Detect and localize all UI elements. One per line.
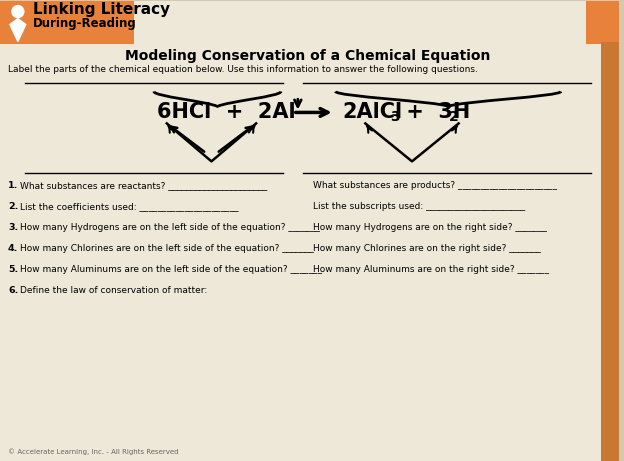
Text: 3.: 3. — [8, 223, 18, 232]
Text: Linking Literacy: Linking Literacy — [33, 2, 170, 17]
Text: Label the parts of the chemical equation below. Use this information to answer t: Label the parts of the chemical equation… — [8, 65, 478, 74]
Text: 1.: 1. — [8, 181, 18, 190]
Text: What substances are products? ______________________: What substances are products? __________… — [313, 181, 557, 190]
Text: Define the law of conservation of matter:: Define the law of conservation of matter… — [20, 286, 207, 295]
Text: How many Aluminums are on the left side of the equation? _______: How many Aluminums are on the left side … — [20, 265, 322, 274]
Text: What substances are reactants? ______________________: What substances are reactants? _________… — [20, 181, 267, 190]
Polygon shape — [10, 18, 26, 41]
Text: How many Hydrogens are on the right side? _______: How many Hydrogens are on the right side… — [313, 223, 547, 232]
Text: How many Aluminums are on the right side? _______: How many Aluminums are on the right side… — [313, 265, 548, 274]
Circle shape — [12, 6, 24, 18]
Text: 6.: 6. — [8, 286, 18, 295]
Text: How many Chlorines are on the right side? _______: How many Chlorines are on the right side… — [313, 244, 540, 253]
Text: +  3H: + 3H — [399, 102, 470, 123]
Text: During-Reading: During-Reading — [33, 17, 137, 30]
Text: How many Hydrogens are on the left side of the equation? _______: How many Hydrogens are on the left side … — [20, 223, 319, 232]
Text: 2AlCl: 2AlCl — [343, 102, 402, 123]
Text: 5.: 5. — [8, 265, 18, 274]
Text: 3: 3 — [390, 111, 400, 124]
Text: 4.: 4. — [8, 244, 18, 253]
Text: 2: 2 — [449, 111, 459, 124]
Text: How many Chlorines are on the left side of the equation? _______: How many Chlorines are on the left side … — [20, 244, 314, 253]
Text: Modeling Conservation of a Chemical Equation: Modeling Conservation of a Chemical Equa… — [125, 48, 490, 63]
Text: List the subscripts used: ______________________: List the subscripts used: ______________… — [313, 202, 525, 211]
Bar — [0, 0, 134, 43]
Bar — [601, 41, 620, 461]
Text: List the coefficients used: ______________________: List the coefficients used: ____________… — [20, 202, 238, 211]
Bar — [586, 0, 620, 43]
Text: © Accelerate Learning, Inc. - All Rights Reserved: © Accelerate Learning, Inc. - All Rights… — [8, 449, 178, 455]
Text: 6HCl  +  2Al: 6HCl + 2Al — [157, 102, 296, 123]
Text: 2.: 2. — [8, 202, 18, 211]
